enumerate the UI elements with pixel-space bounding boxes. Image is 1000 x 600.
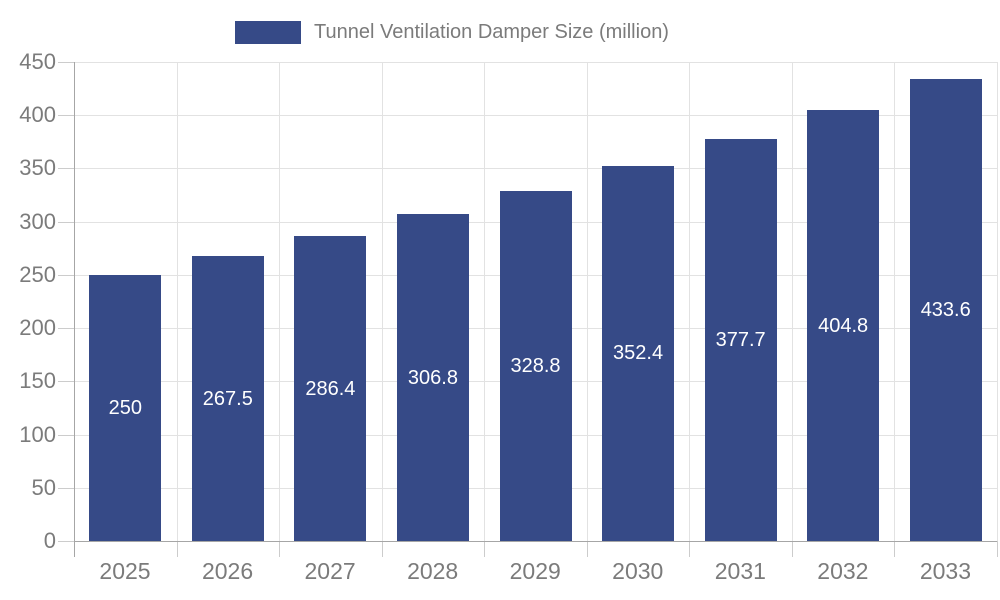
y-gridline <box>75 115 997 117</box>
x-tick-mark <box>586 541 588 557</box>
x-tick-mark <box>997 541 998 557</box>
bar-value-label: 250 <box>108 396 142 419</box>
y-tick-mark <box>58 328 74 330</box>
x-tick-mark <box>176 541 178 557</box>
y-axis-line <box>74 62 75 557</box>
x-tick-mark <box>279 541 281 557</box>
x-tick-mark <box>381 541 383 557</box>
y-axis-tick-label: 100 <box>19 421 56 447</box>
x-axis-tick-label: 2026 <box>201 558 254 584</box>
bar <box>909 79 982 541</box>
x-axis-line <box>74 541 997 542</box>
bar-value-label: 306.8 <box>407 366 458 389</box>
y-axis-tick-label: 200 <box>19 315 56 341</box>
x-axis-tick-label: 2029 <box>509 558 561 584</box>
legend-swatch <box>235 21 301 44</box>
x-axis-tick-label: 2032 <box>817 558 869 584</box>
x-gridline <box>176 62 178 541</box>
x-gridline <box>997 62 998 541</box>
bar <box>499 191 572 541</box>
bar-value-label: 404.8 <box>818 314 869 337</box>
y-axis-tick-label: 400 <box>19 102 56 128</box>
x-axis-tick-label: 2028 <box>407 558 459 584</box>
x-gridline <box>279 62 281 541</box>
x-tick-mark <box>791 541 793 557</box>
y-tick-mark <box>58 434 74 436</box>
bar <box>294 236 367 541</box>
bar-value-label: 328.8 <box>510 355 561 377</box>
y-axis-tick-label: 150 <box>19 368 56 394</box>
y-axis-tick-label: 0 <box>43 528 56 553</box>
y-tick-mark <box>58 541 74 542</box>
y-tick-mark <box>58 221 74 223</box>
x-axis-tick-label: 2033 <box>919 558 972 584</box>
bar-value-label: 267.5 <box>202 387 253 410</box>
bar <box>89 274 162 541</box>
x-tick-mark <box>894 541 896 557</box>
y-tick-mark <box>58 487 74 489</box>
bar-value-label: 433.6 <box>920 299 971 322</box>
y-tick-mark <box>58 168 74 170</box>
legend-label: Tunnel Ventilation Damper Size (million) <box>314 21 669 43</box>
y-gridline <box>75 168 997 170</box>
bar-value-label: 286.4 <box>305 377 356 400</box>
x-axis-tick-label: 2027 <box>304 558 356 584</box>
bar <box>191 256 264 541</box>
bar <box>396 214 469 541</box>
y-axis-tick-label: 300 <box>19 208 56 234</box>
bar-value-label: 352.4 <box>613 342 664 365</box>
y-tick-mark <box>58 115 74 117</box>
bar <box>602 165 675 541</box>
y-axis-tick-label: 250 <box>19 261 56 287</box>
y-tick-mark <box>58 381 74 383</box>
y-tick-mark <box>58 274 74 276</box>
y-gridline <box>75 62 997 63</box>
x-gridline <box>586 62 588 541</box>
x-gridline <box>484 62 486 541</box>
x-axis-tick-label: 2030 <box>612 558 664 584</box>
bar <box>807 110 880 541</box>
x-tick-mark <box>484 541 486 557</box>
x-gridline <box>689 62 691 541</box>
y-axis-tick-label: 350 <box>19 155 56 181</box>
bar <box>704 138 777 541</box>
bar-value-label: 377.7 <box>715 328 766 351</box>
x-axis-tick-label: 2025 <box>99 558 151 584</box>
x-gridline <box>791 62 793 541</box>
y-axis-tick-label: 50 <box>31 474 56 500</box>
y-tick-mark <box>58 62 74 63</box>
y-axis-tick-label: 450 <box>19 49 56 74</box>
x-gridline <box>894 62 896 541</box>
x-gridline <box>381 62 383 541</box>
x-axis-tick-label: 2031 <box>714 558 766 584</box>
x-tick-mark <box>689 541 691 557</box>
